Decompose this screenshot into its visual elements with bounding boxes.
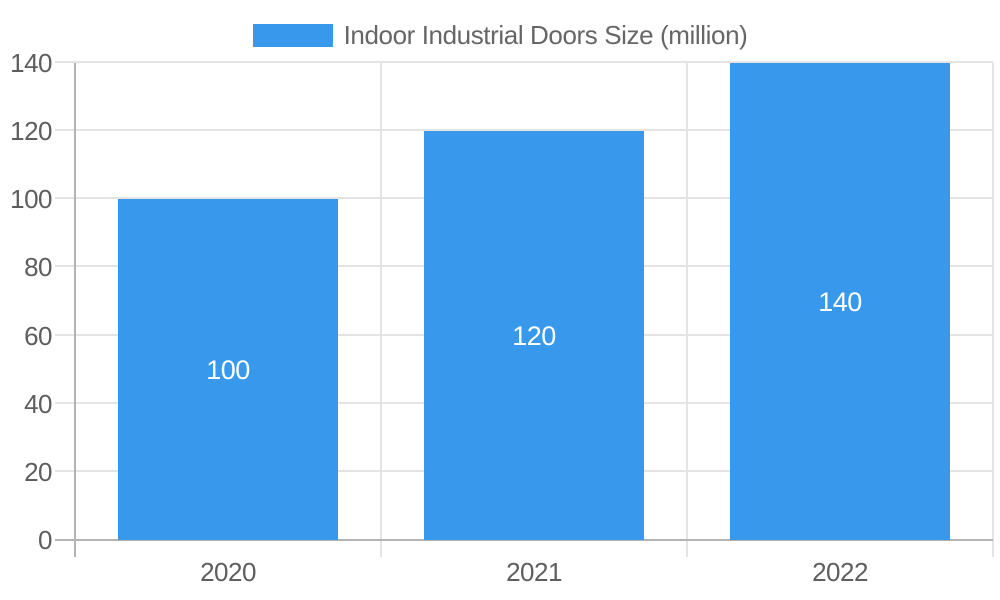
y-axis-label: 20 <box>24 456 52 487</box>
legend-label: Indoor Industrial Doors Size (million) <box>343 20 748 50</box>
y-axis-label: 140 <box>10 48 52 78</box>
legend: Indoor Industrial Doors Size (million) <box>0 20 1000 51</box>
legend-item[interactable]: Indoor Industrial Doors Size (million) <box>252 20 748 51</box>
gridline-x <box>686 63 688 540</box>
x-tick <box>686 540 688 557</box>
y-axis-label: 40 <box>24 388 52 419</box>
y-axis-label: 60 <box>24 320 52 351</box>
bar-2020[interactable] <box>118 199 338 540</box>
gridline-x <box>992 63 994 540</box>
y-tick <box>55 61 75 63</box>
y-tick <box>55 333 75 336</box>
y-axis-label: 0 <box>38 525 52 555</box>
y-axis-line <box>74 63 76 557</box>
y-tick <box>55 129 75 132</box>
y-tick <box>55 469 75 472</box>
bar-2021[interactable] <box>424 131 644 540</box>
y-tick <box>55 197 75 200</box>
legend-swatch-icon <box>252 24 333 47</box>
bar-value-label: 120 <box>512 320 556 351</box>
gridline-x <box>380 63 382 540</box>
y-axis-label: 120 <box>10 116 52 147</box>
bar-2022[interactable] <box>730 63 950 540</box>
x-axis-label: 2021 <box>506 557 562 587</box>
y-axis-label: 100 <box>10 184 52 215</box>
x-axis-label: 2022 <box>812 557 868 587</box>
y-tick <box>55 401 75 404</box>
bar-value-label: 140 <box>818 286 862 317</box>
x-tick <box>380 540 382 557</box>
gridline-y <box>75 129 993 132</box>
y-tick <box>55 265 75 268</box>
x-axis-label: 2020 <box>200 557 256 587</box>
y-axis-label: 80 <box>24 252 52 283</box>
gridline-y <box>75 61 993 63</box>
bar-value-label: 100 <box>206 354 250 385</box>
x-tick <box>992 540 994 557</box>
x-axis-line <box>55 539 993 541</box>
